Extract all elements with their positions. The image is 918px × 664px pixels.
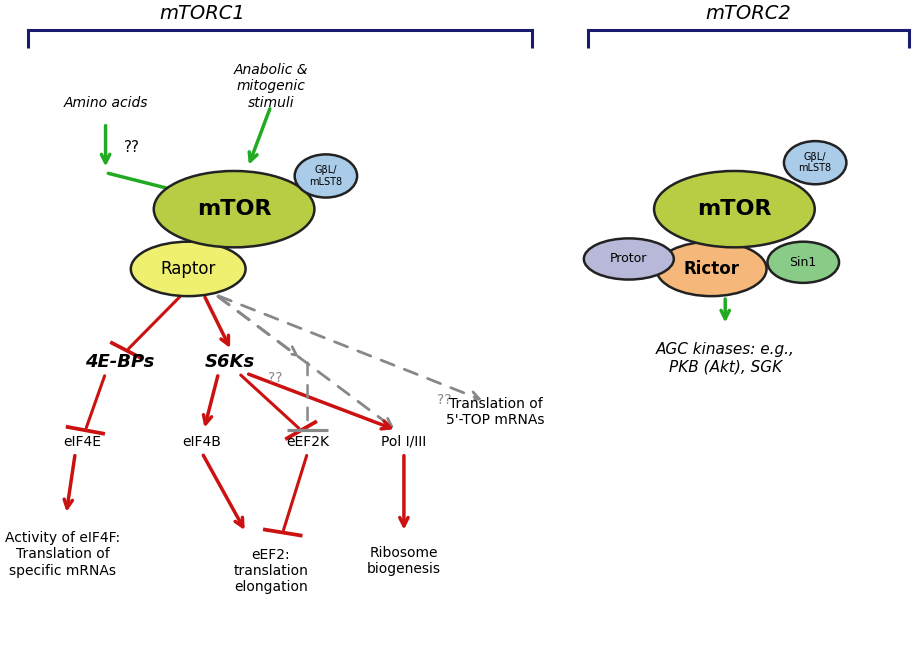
Ellipse shape bbox=[584, 238, 674, 280]
Text: ??: ?? bbox=[437, 392, 452, 407]
Text: Sin1: Sin1 bbox=[789, 256, 817, 269]
Ellipse shape bbox=[295, 155, 357, 198]
Text: mTOR: mTOR bbox=[196, 199, 272, 219]
Text: eIF4E: eIF4E bbox=[63, 434, 102, 449]
Text: Anabolic &
mitogenic
stimuli: Anabolic & mitogenic stimuli bbox=[233, 63, 308, 110]
Text: Ribosome
biogenesis: Ribosome biogenesis bbox=[367, 546, 441, 576]
Text: GβL/
mLST8: GβL/ mLST8 bbox=[799, 152, 832, 173]
Text: mTORC2: mTORC2 bbox=[705, 4, 791, 23]
Text: Activity of eIF4F:
Translation of
specific mRNAs: Activity of eIF4F: Translation of specif… bbox=[5, 531, 120, 578]
Text: Pol I/III: Pol I/III bbox=[381, 434, 427, 449]
Text: mTORC1: mTORC1 bbox=[159, 4, 245, 23]
Ellipse shape bbox=[655, 171, 815, 247]
Text: mTOR: mTOR bbox=[697, 199, 772, 219]
Ellipse shape bbox=[131, 242, 246, 296]
Text: eEF2K: eEF2K bbox=[286, 434, 329, 449]
Ellipse shape bbox=[767, 242, 839, 283]
Ellipse shape bbox=[656, 242, 767, 296]
Text: Raptor: Raptor bbox=[161, 260, 216, 278]
Text: ??: ?? bbox=[268, 371, 283, 386]
Text: eIF4B: eIF4B bbox=[183, 434, 221, 449]
Text: eEF2:
translation
elongation: eEF2: translation elongation bbox=[233, 548, 308, 594]
Text: S6Ks: S6Ks bbox=[205, 353, 254, 371]
Text: Rictor: Rictor bbox=[683, 260, 740, 278]
Text: Protor: Protor bbox=[610, 252, 647, 266]
Text: Translation of
5'-TOP mRNAs: Translation of 5'-TOP mRNAs bbox=[446, 396, 545, 427]
Ellipse shape bbox=[154, 171, 314, 247]
Text: ??: ?? bbox=[124, 140, 140, 155]
Text: Amino acids: Amino acids bbox=[63, 96, 148, 110]
Text: GβL/
mLST8: GβL/ mLST8 bbox=[309, 165, 342, 187]
Text: 4E-BPs: 4E-BPs bbox=[84, 353, 154, 371]
Text: AGC kinases: e.g.,
PKB (Akt), SGK: AGC kinases: e.g., PKB (Akt), SGK bbox=[655, 343, 795, 374]
Ellipse shape bbox=[784, 141, 846, 184]
